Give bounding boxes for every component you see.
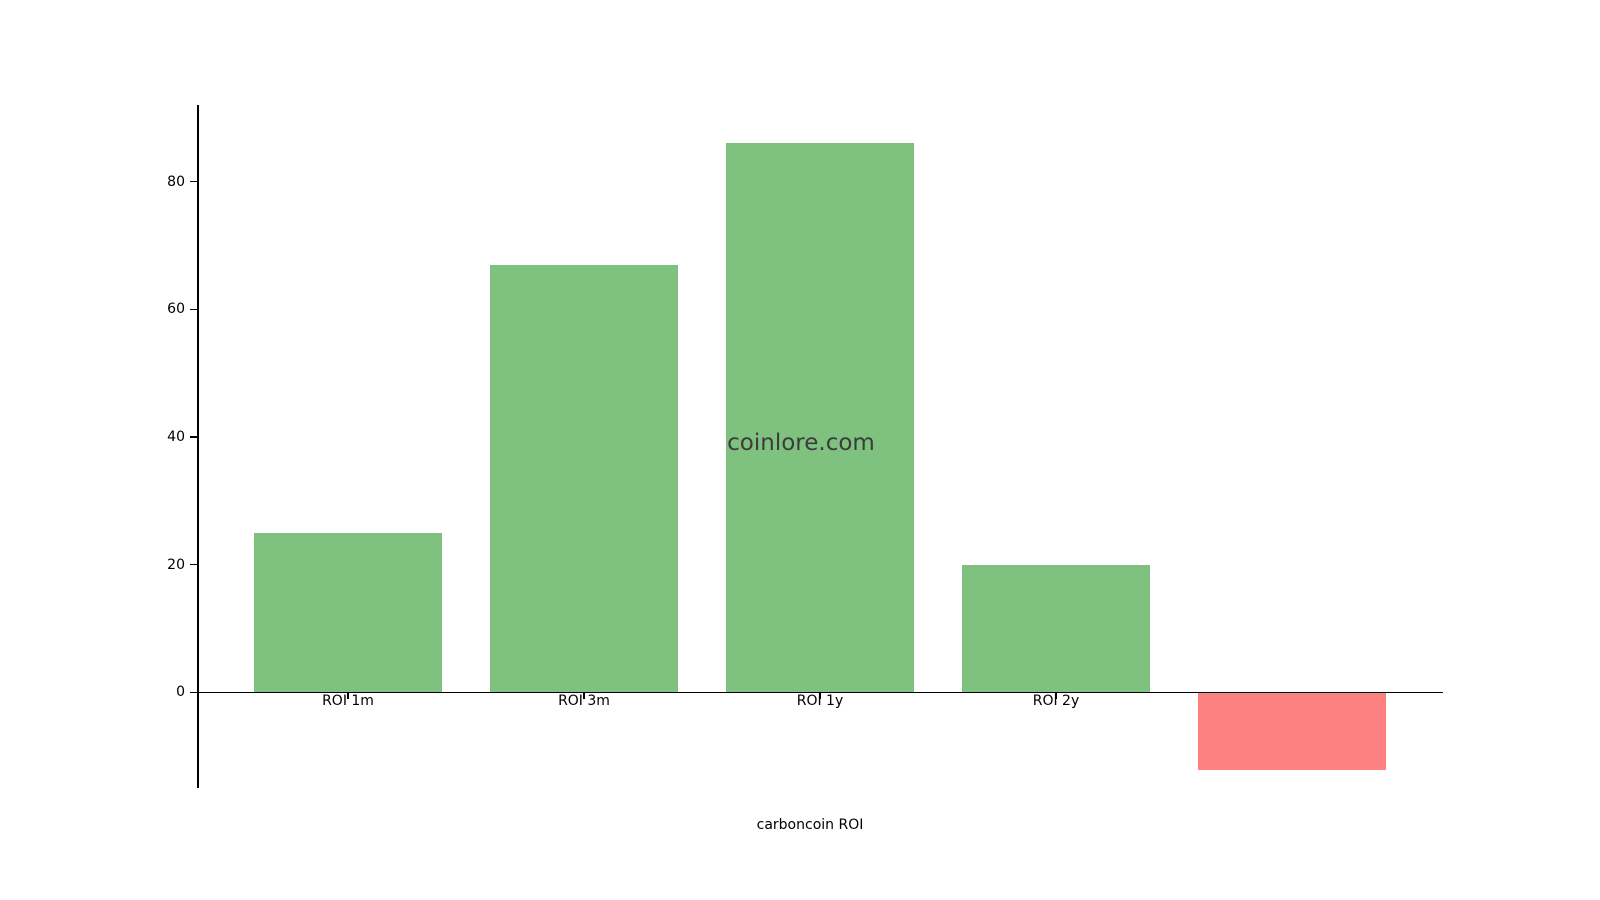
y-tick-label: 80 <box>167 173 185 190</box>
x-tick-label: ROI 2y <box>1032 693 1080 710</box>
y-tick-label: 60 <box>167 301 185 318</box>
x-tick-label: ROI 3m <box>558 693 610 710</box>
bar-roi-2y <box>961 564 1151 693</box>
bar-roi-3m <box>489 264 679 693</box>
y-tick-label: 0 <box>176 684 185 701</box>
y-tick-mark <box>190 691 197 693</box>
x-axis-title: carboncoin ROI <box>756 817 864 833</box>
y-tick-label: 40 <box>167 428 185 445</box>
y-tick-mark <box>190 436 197 438</box>
y-tick-mark <box>190 563 197 566</box>
y-tick-mark <box>190 308 197 310</box>
watermark: coinlore.com <box>727 430 875 456</box>
x-tick-mark <box>347 692 349 699</box>
bar-unlabeled <box>1197 693 1387 770</box>
bar-roi-1m <box>253 532 443 693</box>
x-tick-mark <box>819 692 821 699</box>
y-tick-label: 20 <box>167 556 185 573</box>
x-tick-mark <box>583 692 585 699</box>
x-tick-label: ROI 1m <box>322 693 374 710</box>
bar-roi-1y <box>725 143 915 693</box>
x-tick-label: ROI 1y <box>796 693 844 710</box>
x-tick-mark <box>1055 692 1057 699</box>
y-tick-mark <box>190 180 197 183</box>
y-axis-line <box>197 105 199 788</box>
